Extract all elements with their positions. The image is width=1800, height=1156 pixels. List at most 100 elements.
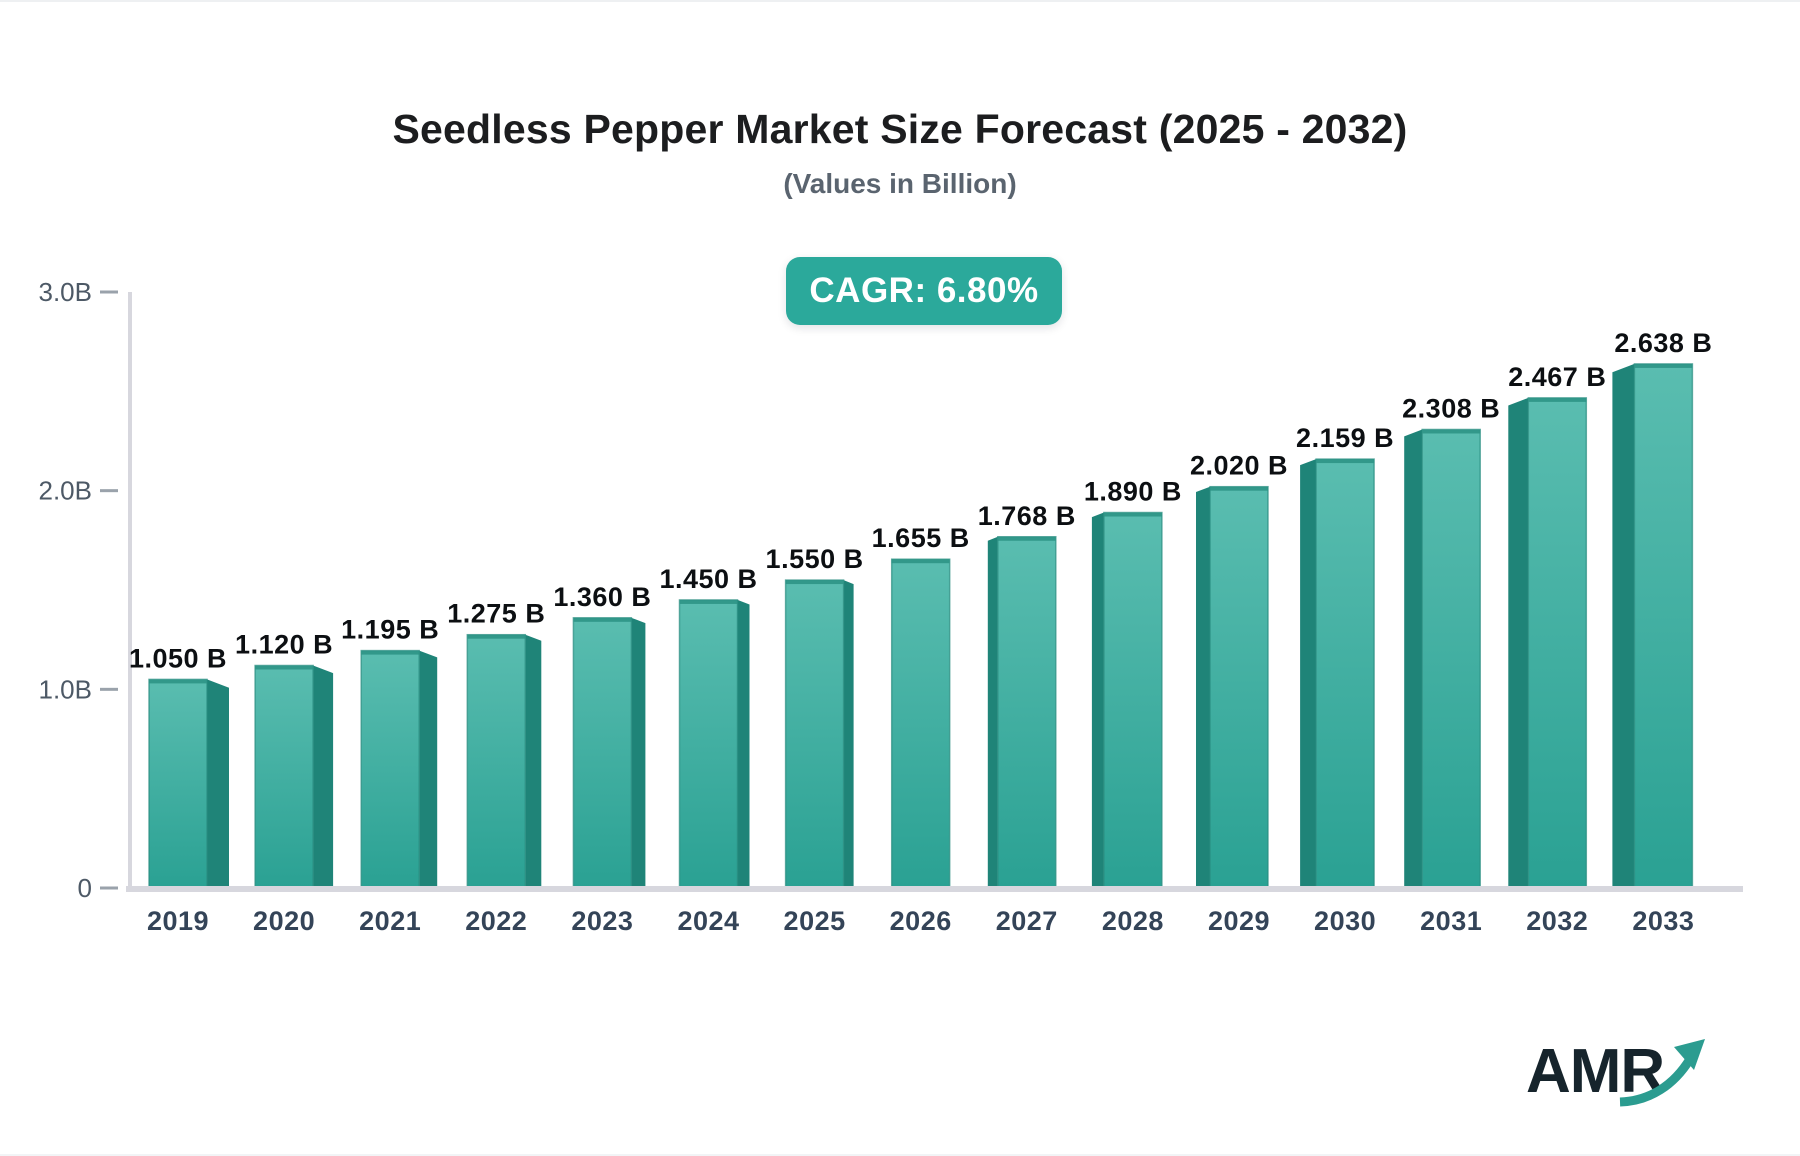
bar-front-face	[572, 617, 633, 889]
bar-side-face	[737, 599, 750, 888]
bar-top-edge	[679, 599, 738, 604]
bar-value-label: 1.275 B	[447, 599, 545, 629]
amr-logo-arrowhead-icon	[1674, 1039, 1705, 1070]
bar: 1.275 B 2022	[447, 599, 545, 936]
bar-side-face	[1508, 397, 1529, 888]
x-tick-label: 2023	[571, 906, 633, 936]
bar-top-edge	[891, 559, 950, 564]
bar-value-label: 1.550 B	[766, 544, 864, 574]
bar-value-label: 2.020 B	[1190, 451, 1288, 481]
x-tick-label: 2033	[1632, 906, 1694, 936]
bar-front-face	[1103, 511, 1163, 889]
bar-value-label: 1.890 B	[1084, 477, 1182, 507]
bar-side-face	[419, 650, 438, 888]
bar-top-edge	[1316, 459, 1375, 464]
bar: 1.050 B 2019	[129, 643, 229, 936]
bar-top-edge	[467, 634, 526, 639]
bar-side-face	[1196, 486, 1210, 888]
bar-value-label: 1.768 B	[978, 501, 1076, 531]
amr-logo: AMR	[1522, 1032, 1722, 1110]
y-tick-label: 2.0B	[39, 476, 93, 506]
bar-side-face	[1404, 429, 1423, 888]
bar-side-face	[1300, 459, 1317, 888]
bar-top-edge	[785, 580, 844, 585]
x-tick-label: 2026	[890, 906, 952, 936]
bar: 1.450 B 2024	[659, 564, 757, 936]
bar-side-face	[1091, 512, 1104, 888]
bar-top-edge	[1210, 486, 1268, 491]
bar-top-edge	[1634, 363, 1693, 368]
amr-logo-arrow-icon	[1619, 1056, 1694, 1107]
y-tick-label: 0	[78, 873, 92, 903]
bar: 2.467 B 2032	[1508, 362, 1606, 936]
x-tick-label: 2032	[1526, 906, 1588, 936]
bar-front-face	[1315, 458, 1375, 889]
y-tick	[100, 687, 118, 691]
x-tick-label: 2025	[784, 906, 846, 936]
bar-top-edge	[1103, 512, 1162, 517]
bar-value-label: 2.159 B	[1296, 423, 1394, 453]
bar-side-face	[525, 634, 542, 888]
bar-front-face	[1633, 363, 1694, 889]
bar-front-face	[466, 633, 527, 889]
cagr-badge: CAGR: 6.80%	[786, 257, 1062, 325]
bar: 1.655 B 2026	[872, 523, 970, 936]
bar: 2.159 B 2030	[1296, 423, 1394, 936]
bar-top-edge	[1528, 397, 1587, 402]
bar-front-face	[1421, 428, 1481, 889]
bar-front-face	[678, 599, 739, 889]
bar: 1.890 B 2028	[1084, 477, 1182, 936]
x-tick-label: 2027	[996, 906, 1058, 936]
x-tick-label: 2030	[1314, 906, 1376, 936]
bar: 2.638 B 2033	[1612, 328, 1712, 936]
y-tick	[100, 489, 118, 493]
y-tick-label: 1.0B	[39, 674, 93, 704]
bar-front-face	[890, 558, 951, 889]
x-tick-label: 2024	[677, 906, 739, 936]
bar-value-label: 2.308 B	[1402, 393, 1500, 423]
bar-front-face	[997, 536, 1057, 889]
bar-front-face	[784, 579, 845, 889]
chart-title: Seedless Pepper Market Size Forecast (20…	[392, 106, 1408, 152]
y-tick	[100, 290, 118, 294]
bar-top-edge	[361, 650, 420, 655]
bar-front-face	[360, 649, 420, 889]
bar: 1.195 B 2021	[341, 615, 439, 936]
bar-side-face	[207, 679, 229, 888]
bar-value-label: 2.638 B	[1614, 328, 1712, 358]
bar-top-edge	[1422, 429, 1481, 434]
bar: 1.768 B 2027	[978, 501, 1076, 936]
y-axis-line	[128, 292, 132, 888]
bar-value-label: 1.450 B	[659, 564, 757, 594]
x-axis-line	[126, 886, 1743, 892]
y-tick	[100, 886, 118, 890]
bar: 1.120 B 2020	[235, 629, 334, 936]
bar-top-edge	[149, 679, 207, 684]
bar-side-face	[631, 617, 646, 888]
bar-side-face	[843, 580, 854, 888]
x-tick-label: 2029	[1208, 906, 1270, 936]
bar: 1.550 B 2025	[766, 544, 864, 936]
x-tick-label: 2031	[1420, 906, 1482, 936]
bar-top-edge	[997, 536, 1056, 541]
x-tick-label: 2019	[147, 906, 209, 936]
bar: 1.360 B 2023	[553, 582, 651, 936]
bar-value-label: 1.655 B	[872, 523, 970, 553]
bar-front-face	[1527, 397, 1588, 889]
bar-front-face	[1209, 485, 1269, 889]
bar-top-edge	[573, 617, 632, 622]
bar-side-face	[1612, 363, 1635, 888]
bar-value-label: 1.195 B	[341, 615, 439, 645]
x-tick-label: 2028	[1102, 906, 1164, 936]
bar: 2.020 B 2029	[1190, 451, 1288, 936]
x-tick-label: 2020	[253, 906, 315, 936]
bar-value-label: 1.360 B	[553, 582, 651, 612]
bar-front-face	[148, 678, 208, 889]
bar-front-face	[254, 664, 314, 889]
y-tick-label: 3.0B	[39, 277, 93, 307]
bar-top-edge	[255, 665, 314, 670]
bar-value-label: 1.050 B	[129, 643, 227, 673]
bar: 2.308 B 2031	[1402, 393, 1500, 936]
bar-side-face	[313, 665, 334, 888]
